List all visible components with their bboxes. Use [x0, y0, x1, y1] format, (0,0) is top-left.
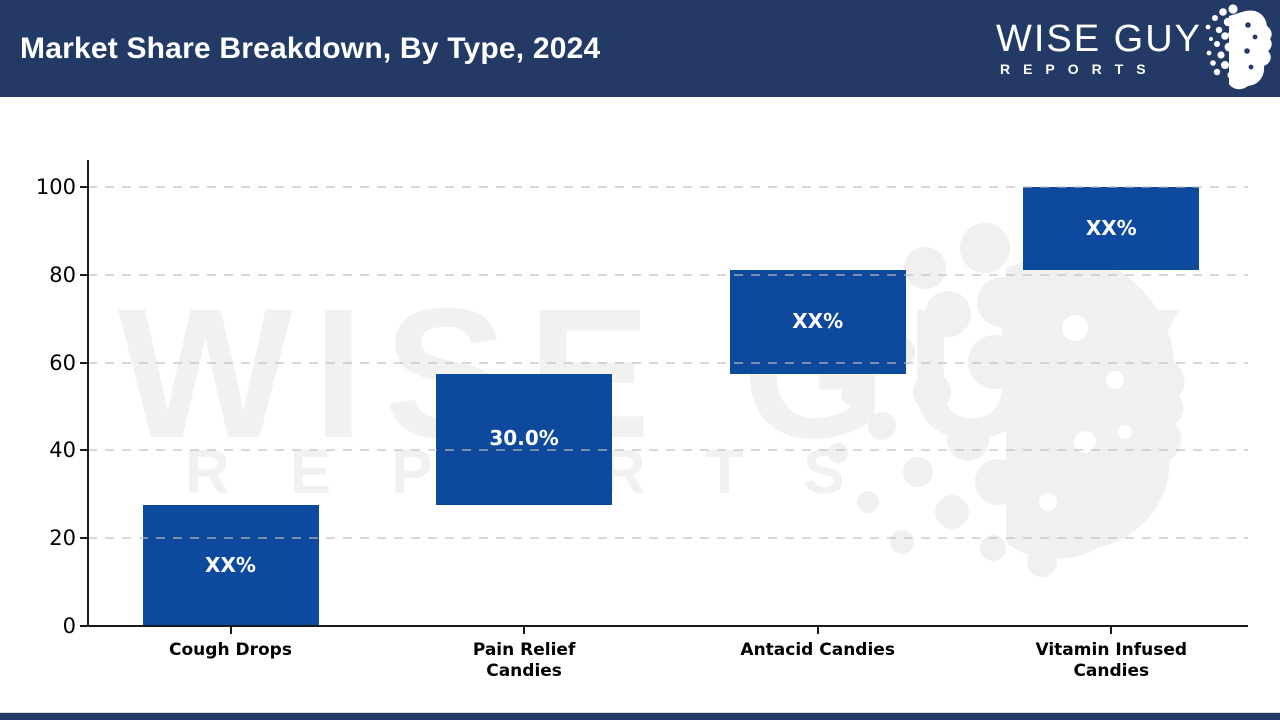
- header-bar: Market Share Breakdown, By Type, 2024 WI…: [0, 0, 1280, 97]
- gridline-20: [88, 537, 1248, 540]
- gridline-60: [88, 361, 1248, 364]
- x-tick-label: Antacid Candies: [668, 640, 968, 661]
- y-tickmark-80: [80, 273, 88, 276]
- bottom-hairline: [0, 712, 1280, 713]
- x-tick-label: Cough Drops: [81, 640, 381, 661]
- y-tick-label-40: 40: [49, 438, 76, 463]
- x-tickmark: [523, 626, 526, 634]
- x-tick-label: Pain Relief Candies: [374, 640, 674, 682]
- x-tickmark: [229, 626, 232, 634]
- y-tick-label-100: 100: [35, 175, 76, 199]
- x-tickmark: [816, 626, 819, 634]
- y-tick-label-60: 60: [49, 350, 76, 375]
- logo-wordmark: WISE GUY: [995, 18, 1202, 60]
- x-tick-label-line: Vitamin Infused: [1035, 640, 1188, 660]
- y-axis: [87, 160, 89, 627]
- x-tick-label-line: Antacid Candies: [740, 640, 895, 660]
- gridline-80: [88, 273, 1248, 276]
- x-tick-label-line: Candies: [486, 661, 562, 681]
- y-tickmark-60: [80, 361, 88, 364]
- logo-head-icon: [1205, 4, 1272, 90]
- x-tick-label-line: Cough Drops: [169, 640, 292, 660]
- y-tickmark-40: [80, 449, 88, 452]
- x-tick-label-line: Pain Relief: [472, 640, 576, 660]
- watermark-head-icon: [822, 223, 1185, 577]
- gridline-100: [88, 186, 1248, 188]
- y-tick-label-20: 20: [49, 526, 76, 551]
- footer-bar: [0, 713, 1280, 720]
- bar-value-label: XX%: [205, 552, 256, 577]
- y-tick-label-0: 0: [62, 614, 76, 638]
- bar-pain-relief-candies: [436, 373, 613, 506]
- wiseguy-logo: WISE GUY REPORTS: [996, 20, 1202, 77]
- x-tickmark: [1110, 626, 1113, 634]
- bar-value-label: XX%: [792, 308, 844, 333]
- x-tick-label: Vitamin Infused Candies: [961, 640, 1261, 682]
- y-tickmark-0: [80, 625, 88, 627]
- gridline-40: [88, 449, 1248, 452]
- bar-cough-drops: [142, 505, 319, 626]
- logo-reports-text: REPORTS: [999, 61, 1159, 77]
- bar-value-label: XX%: [1085, 215, 1137, 240]
- x-tick-label-line: Candies: [1073, 661, 1150, 681]
- bar-value-label: 30.0%: [489, 426, 559, 451]
- bar-antacid-candies: [729, 270, 906, 374]
- y-tickmark-100: [80, 186, 88, 188]
- y-tickmark-20: [80, 537, 88, 540]
- bar-vitamin-infused-candies: [1023, 187, 1200, 271]
- chart-title: Market Share Breakdown, By Type, 2024: [20, 31, 601, 65]
- y-tick-label-80: 80: [49, 262, 76, 287]
- x-axis: [87, 625, 1248, 627]
